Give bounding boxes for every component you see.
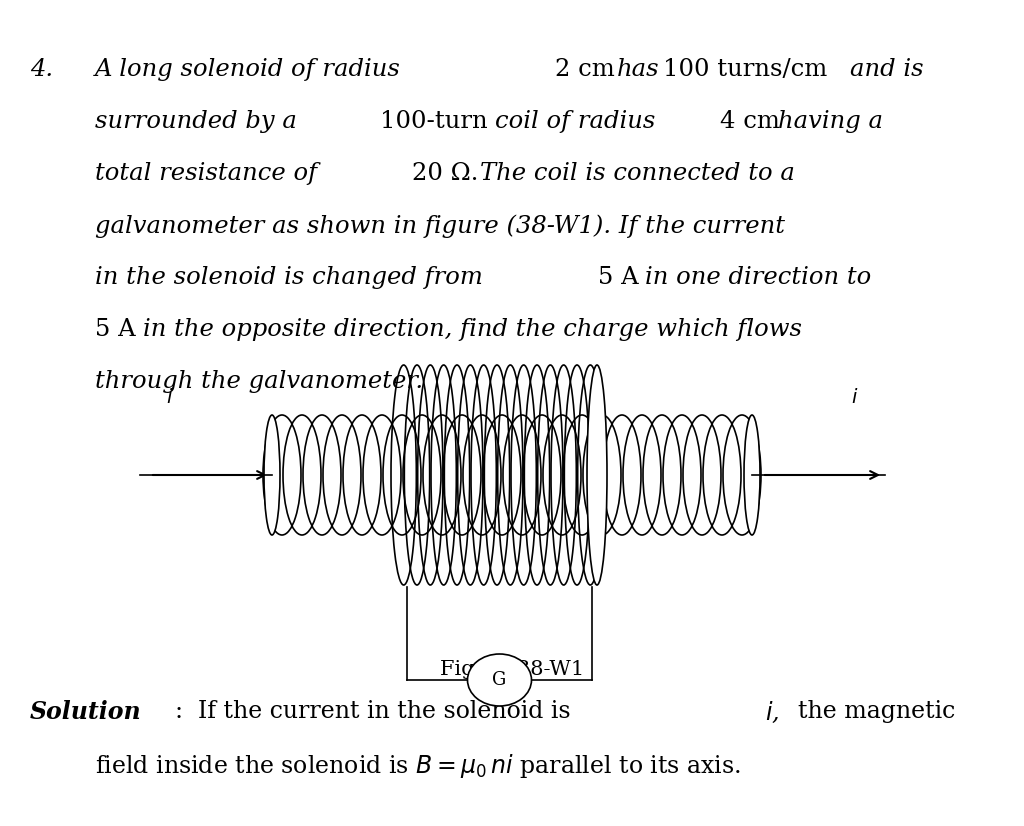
Text: A long solenoid of radius: A long solenoid of radius [95,58,400,81]
Ellipse shape [744,415,760,535]
Text: having a: having a [778,110,883,133]
Text: 4 cm: 4 cm [720,110,780,133]
Text: 5 A: 5 A [598,266,639,289]
Text: field inside the solenoid is $B = \mu_0\, ni$ parallel to its axis.: field inside the solenoid is $B = \mu_0\… [95,752,741,780]
Text: The coil is connected to a: The coil is connected to a [480,162,795,185]
Text: 5 A: 5 A [95,318,135,341]
Text: 100 turns/cm: 100 turns/cm [663,58,827,81]
Text: galvanometer as shown in figure (38-W1). If the current: galvanometer as shown in figure (38-W1).… [95,214,785,238]
Ellipse shape [587,365,607,585]
Text: in one direction to: in one direction to [645,266,871,289]
Text: and is: and is [850,58,924,81]
Text: 2 cm: 2 cm [555,58,614,81]
Text: G: G [493,671,507,689]
Text: :  If the current in the solenoid is: : If the current in the solenoid is [175,700,570,723]
Ellipse shape [264,415,280,535]
Text: the magnetic: the magnetic [798,700,955,723]
Text: in the opposite direction, find the charge which flows: in the opposite direction, find the char… [143,318,802,341]
Text: in the solenoid is changed from: in the solenoid is changed from [95,266,483,289]
Text: total resistance of: total resistance of [95,162,317,185]
Text: $i$,: $i$, [765,700,779,725]
Text: $i$: $i$ [166,388,174,407]
Text: through the galvanometer.: through the galvanometer. [95,370,423,393]
Text: Solution: Solution [30,700,141,724]
Text: 4.: 4. [30,58,53,81]
Text: $i$: $i$ [851,388,859,407]
Ellipse shape [468,654,531,706]
Text: coil of radius: coil of radius [495,110,655,133]
Text: 100-turn: 100-turn [380,110,487,133]
Text: has: has [617,58,659,81]
Text: surrounded by a: surrounded by a [95,110,297,133]
Text: Figure 38-W1: Figure 38-W1 [440,660,584,679]
Text: 20 Ω.: 20 Ω. [412,162,478,185]
